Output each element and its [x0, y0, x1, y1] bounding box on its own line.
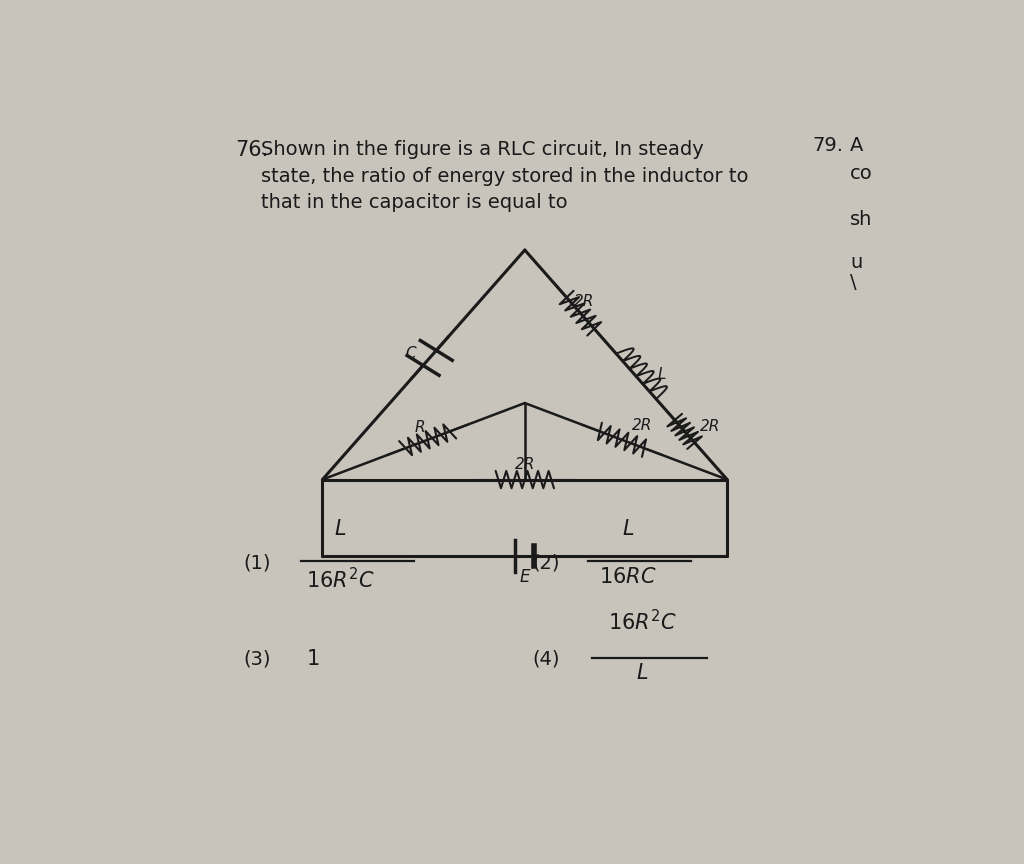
Text: $16R^2C$: $16R^2C$: [306, 567, 375, 592]
Text: (2): (2): [532, 553, 560, 572]
Text: \: \: [850, 273, 857, 292]
Text: 2R: 2R: [574, 294, 595, 308]
Text: $16R^2C$: $16R^2C$: [608, 609, 677, 634]
Text: 79.: 79.: [812, 136, 843, 155]
Text: 2R: 2R: [632, 417, 652, 433]
Text: $L$: $L$: [335, 518, 347, 539]
Text: Shown in the figure is a RLC circuit, In steady: Shown in the figure is a RLC circuit, In…: [261, 140, 705, 159]
Text: 1: 1: [306, 649, 319, 670]
Text: (3): (3): [243, 650, 270, 669]
Text: that in the capacitor is equal to: that in the capacitor is equal to: [261, 194, 568, 213]
Text: $L$: $L$: [636, 664, 648, 683]
Text: (1): (1): [243, 553, 270, 572]
Text: C: C: [406, 346, 416, 361]
Text: (4): (4): [532, 650, 560, 669]
Text: R: R: [415, 420, 425, 435]
Text: 76.: 76.: [236, 140, 268, 160]
Text: E: E: [519, 569, 530, 587]
Text: L: L: [658, 367, 667, 382]
Text: co: co: [850, 163, 872, 182]
Text: u: u: [850, 253, 862, 272]
Text: 2R: 2R: [515, 457, 535, 473]
Text: 2R: 2R: [699, 418, 720, 434]
Text: state, the ratio of energy stored in the inductor to: state, the ratio of energy stored in the…: [261, 167, 749, 186]
Text: $16RC$: $16RC$: [599, 567, 656, 587]
Text: A: A: [850, 136, 863, 155]
Text: $L$: $L$: [622, 518, 634, 539]
Text: sh: sh: [850, 210, 872, 229]
